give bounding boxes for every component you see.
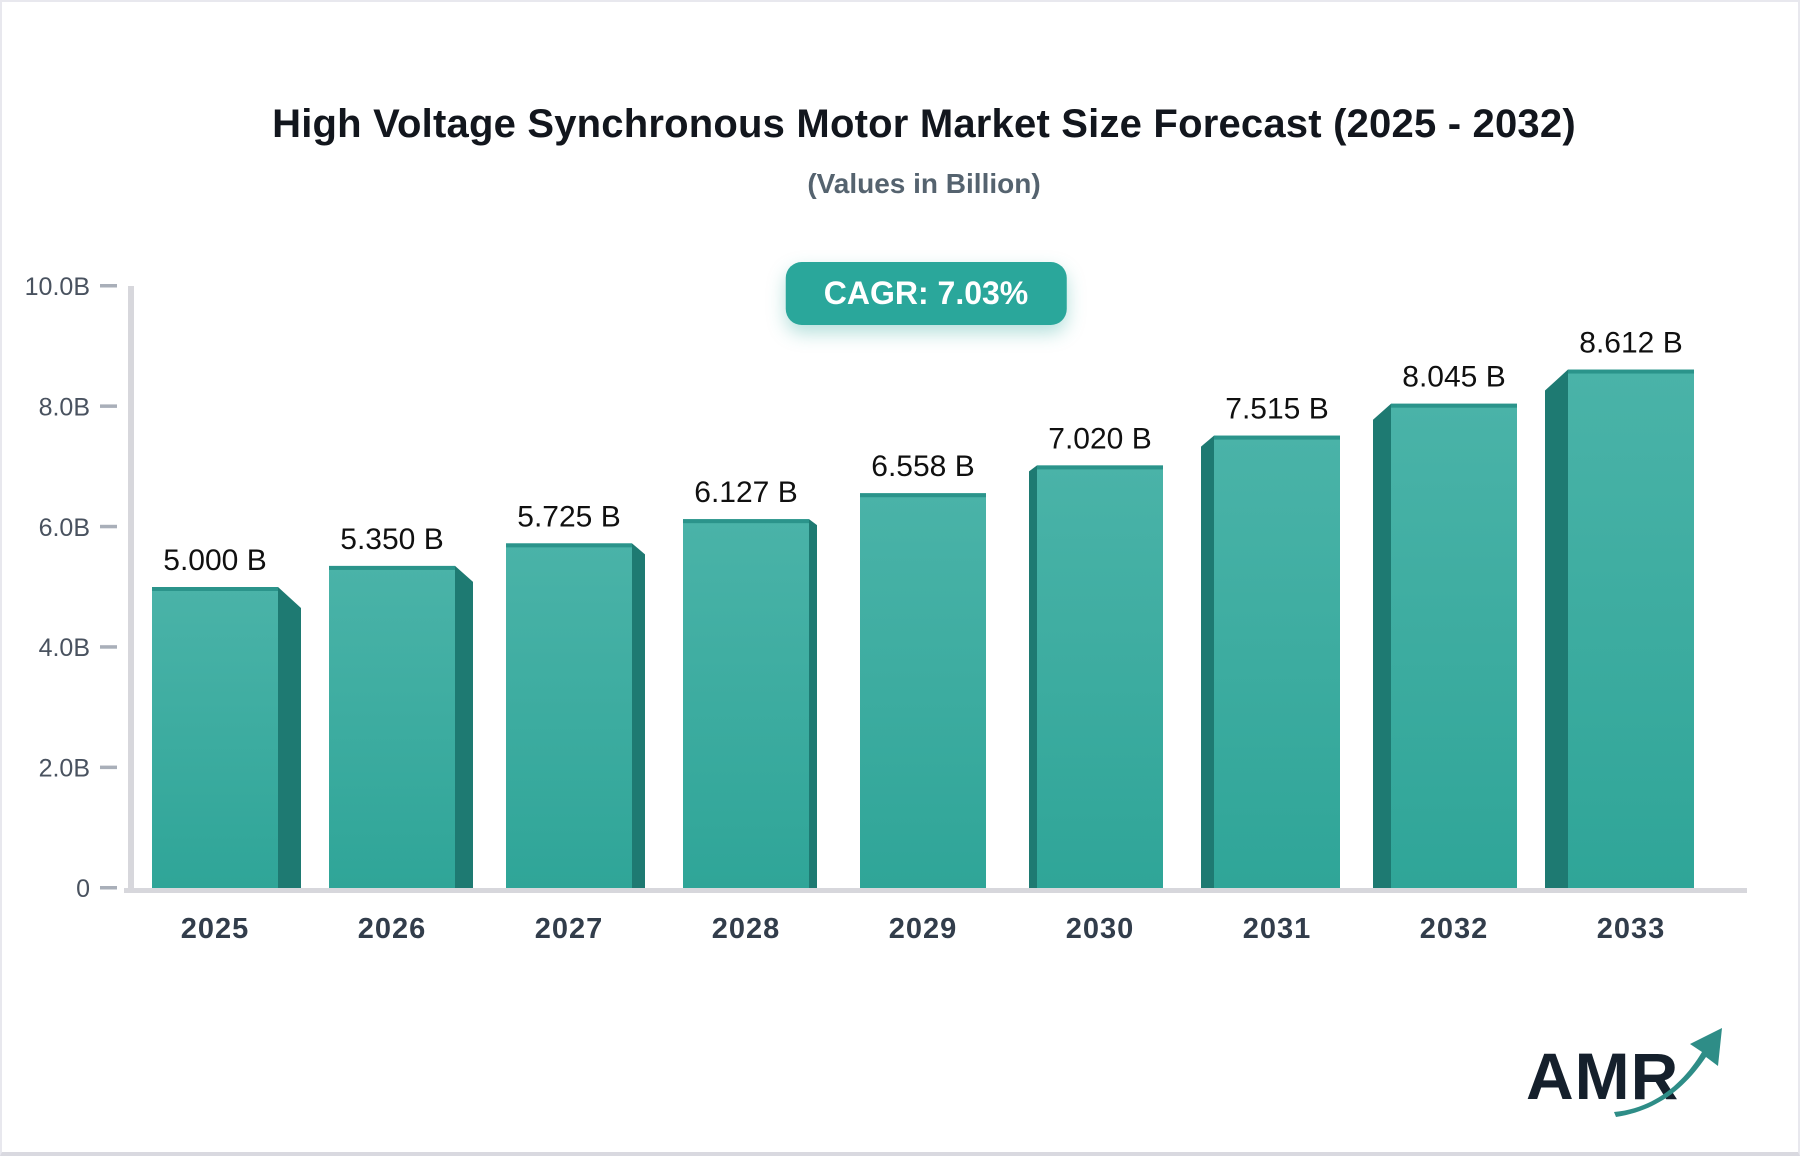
bar-top-edge — [1214, 435, 1340, 440]
bar-side-face — [1029, 465, 1037, 888]
y-tick-mark — [100, 404, 117, 408]
bar-2028: 6.127 B 2028 — [683, 476, 817, 945]
bar-front-face — [1214, 435, 1340, 888]
x-tick-label: 2029 — [889, 913, 958, 945]
bar-front-face — [1037, 465, 1163, 888]
bar-2032: 8.045 B 2032 — [1373, 361, 1517, 945]
bar-front-face — [329, 565, 455, 888]
y-tick-label: 6.0B — [39, 514, 90, 542]
bar-top-edge — [152, 587, 278, 591]
x-axis-line — [124, 888, 1747, 893]
bar-side-face — [1201, 435, 1214, 888]
bar-2031: 7.515 B 2031 — [1201, 393, 1340, 945]
x-tick-label: 2028 — [712, 913, 781, 945]
x-tick-label: 2030 — [1066, 913, 1135, 945]
bar-2026: 5.350 B 2026 — [329, 523, 473, 945]
y-tick-mark — [100, 645, 117, 649]
bar-front-face — [152, 587, 278, 888]
bar-side-face — [278, 587, 301, 888]
y-tick-label: 2.0B — [39, 755, 90, 783]
y-tick-mark — [100, 524, 117, 529]
bar-2027: 5.725 B 2027 — [506, 500, 645, 945]
bar-top-edge — [506, 543, 632, 548]
amr-logo: AMR — [1526, 1028, 1726, 1148]
x-tick-label: 2033 — [1597, 913, 1666, 945]
bar-side-face — [809, 519, 817, 888]
y-tick-mark — [100, 284, 117, 288]
y-tick-label: 0 — [76, 875, 90, 903]
bar-top-edge — [1391, 403, 1517, 408]
bar-value-label: 5.725 B — [517, 500, 620, 533]
bar-value-label: 7.515 B — [1225, 393, 1328, 426]
bar-value-label: 6.558 B — [871, 450, 974, 483]
x-tick-label: 2032 — [1420, 913, 1489, 945]
y-tick-mark — [100, 765, 117, 770]
bar-side-face — [632, 543, 645, 888]
bar-2030: 7.020 B 2030 — [1029, 422, 1163, 945]
bar-side-face — [1545, 369, 1568, 888]
chart-subtitle: (Values in Billion) — [807, 168, 1041, 199]
cagr-badge: CAGR: 7.03% — [785, 262, 1067, 325]
bar-value-label: 8.612 B — [1579, 327, 1682, 360]
bar-value-label: 5.350 B — [340, 523, 443, 556]
bar-top-edge — [683, 519, 809, 524]
bar-side-face — [1373, 403, 1391, 888]
bar-front-face — [860, 493, 986, 888]
bar-2025: 5.000 B 2025 — [152, 544, 301, 945]
bar-top-edge — [329, 565, 455, 570]
y-tick-label: 4.0B — [39, 634, 90, 662]
bar-top-edge — [860, 493, 986, 498]
bar-front-face — [1391, 403, 1517, 888]
bar-top-edge — [1037, 465, 1163, 470]
x-tick-label: 2025 — [181, 913, 250, 945]
bar-front-face — [506, 543, 632, 888]
bar-value-label: 6.127 B — [694, 476, 797, 509]
bar-front-face — [683, 519, 809, 888]
growth-arrow-icon — [1614, 1028, 1722, 1117]
y-tick-mark — [100, 886, 117, 890]
bar-front-face — [1568, 369, 1694, 888]
bar-value-label: 8.045 B — [1402, 361, 1505, 394]
bar-value-label: 7.020 B — [1048, 422, 1151, 455]
bar-2029: 6.558 B 2029 — [860, 450, 986, 945]
bar-value-label: 5.000 B — [163, 544, 266, 577]
x-tick-label: 2026 — [358, 913, 427, 945]
x-tick-label: 2027 — [535, 913, 604, 945]
y-axis-line — [128, 286, 134, 893]
bar-side-face — [455, 565, 473, 888]
bar-2033: 8.612 B 2033 — [1545, 327, 1694, 945]
y-tick-label: 10.0B — [25, 273, 90, 301]
x-tick-label: 2031 — [1243, 913, 1312, 945]
bar-top-edge — [1568, 369, 1694, 374]
y-tick-label: 8.0B — [39, 393, 90, 421]
chart-title: High Voltage Synchronous Motor Market Si… — [272, 102, 1576, 146]
